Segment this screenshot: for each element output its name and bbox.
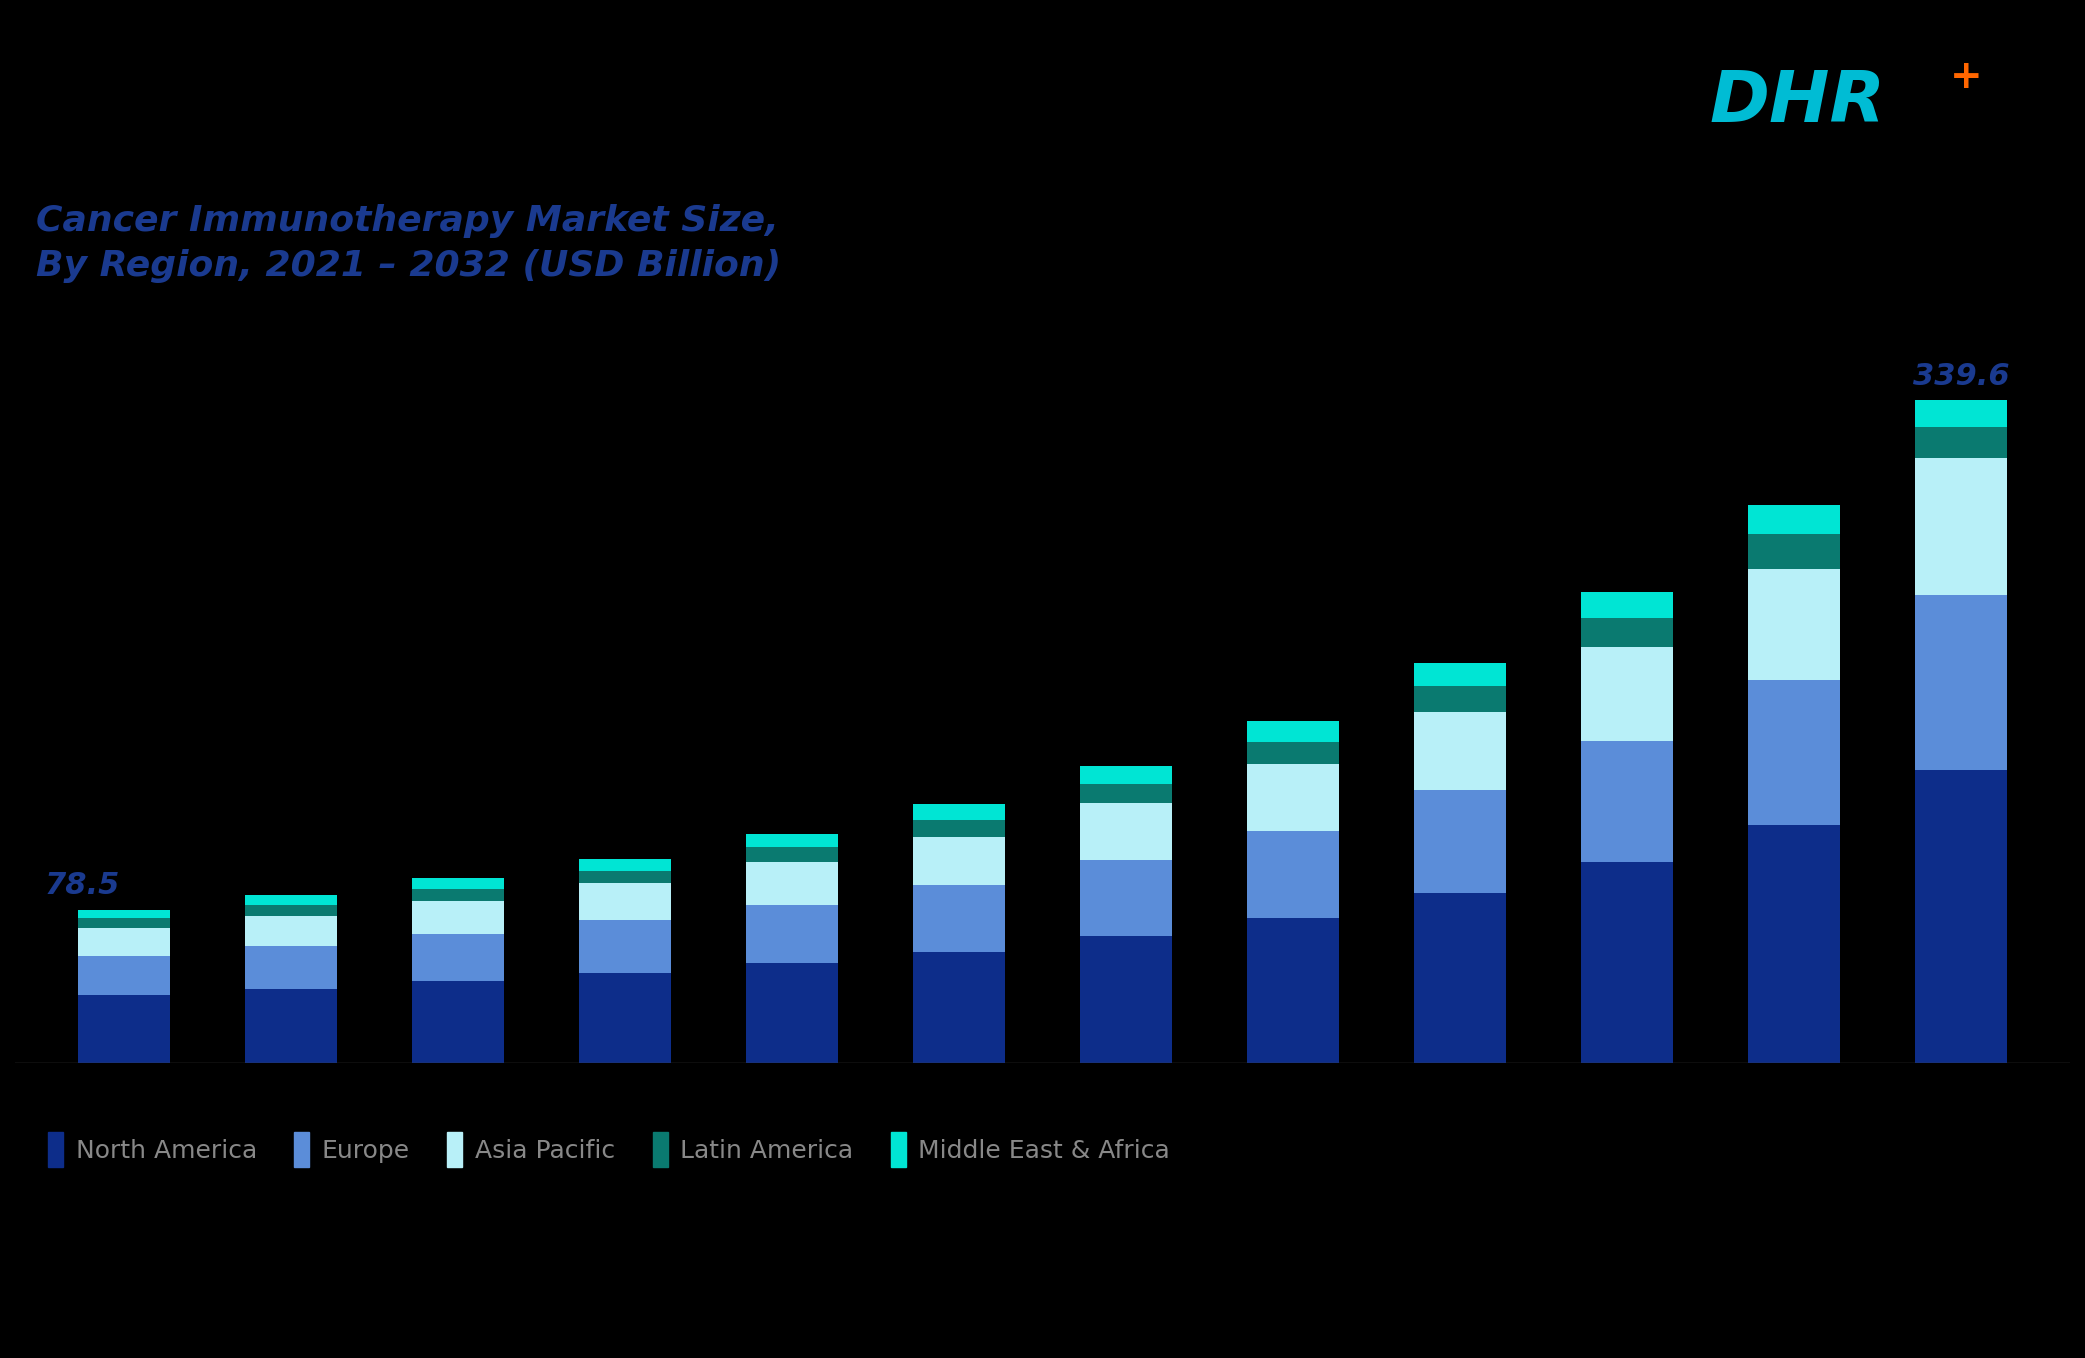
Bar <box>913 820 1005 837</box>
Text: DHR: DHR <box>1710 68 1885 137</box>
Bar <box>77 994 169 1063</box>
Bar <box>746 904 838 963</box>
Bar <box>1247 721 1339 741</box>
Bar <box>413 980 505 1063</box>
Bar <box>580 860 671 870</box>
Bar <box>1749 680 1841 824</box>
Bar <box>913 804 1005 820</box>
Bar <box>1916 595 2008 770</box>
Bar <box>1580 592 1672 618</box>
Bar <box>1916 401 2008 426</box>
Bar <box>1414 663 1505 686</box>
Bar <box>1247 765 1339 831</box>
Text: 339.6: 339.6 <box>1914 361 2010 391</box>
Bar <box>413 889 505 900</box>
Bar <box>1080 766 1172 784</box>
Bar <box>77 929 169 956</box>
Bar <box>1414 686 1505 712</box>
Bar <box>1749 824 1841 1063</box>
Legend: North America, Europe, Asia Pacific, Latin America, Middle East & Africa: North America, Europe, Asia Pacific, Lat… <box>48 1133 1170 1168</box>
Bar <box>580 883 671 921</box>
Bar <box>913 837 1005 885</box>
Bar <box>1916 458 2008 595</box>
Bar <box>77 918 169 929</box>
Bar <box>1580 618 1672 648</box>
Bar <box>1080 860 1172 936</box>
Bar <box>1247 918 1339 1063</box>
Bar <box>244 989 336 1063</box>
Bar <box>1414 894 1505 1063</box>
Bar <box>1749 505 1841 534</box>
Bar <box>1080 936 1172 1063</box>
Bar <box>746 963 838 1063</box>
Bar <box>746 834 838 847</box>
Bar <box>77 956 169 994</box>
Text: +: + <box>1949 58 1983 96</box>
Bar <box>1080 804 1172 860</box>
Bar <box>1916 770 2008 1063</box>
Bar <box>1916 426 2008 458</box>
Bar <box>746 862 838 904</box>
Bar <box>580 974 671 1063</box>
Bar <box>413 900 505 934</box>
Bar <box>413 934 505 980</box>
Bar <box>1580 862 1672 1063</box>
Bar <box>913 885 1005 952</box>
Bar <box>1580 648 1672 741</box>
Text: Cancer Immunotherapy Market Size,
By Region, 2021 – 2032 (USD Billion): Cancer Immunotherapy Market Size, By Reg… <box>35 205 780 284</box>
Bar <box>244 915 336 945</box>
Bar <box>77 910 169 918</box>
Bar <box>413 879 505 889</box>
Bar <box>1749 534 1841 569</box>
Bar <box>580 870 671 883</box>
Bar <box>1414 790 1505 894</box>
Bar <box>1414 712 1505 790</box>
Bar <box>244 895 336 904</box>
Bar <box>1080 784 1172 804</box>
Bar <box>1247 831 1339 918</box>
Bar <box>244 945 336 989</box>
Bar <box>1247 741 1339 765</box>
Bar <box>1580 741 1672 862</box>
Bar <box>746 847 838 862</box>
Bar <box>244 904 336 915</box>
Bar <box>913 952 1005 1063</box>
Bar <box>580 921 671 974</box>
Text: 78.5: 78.5 <box>44 870 119 900</box>
Bar <box>1749 569 1841 680</box>
